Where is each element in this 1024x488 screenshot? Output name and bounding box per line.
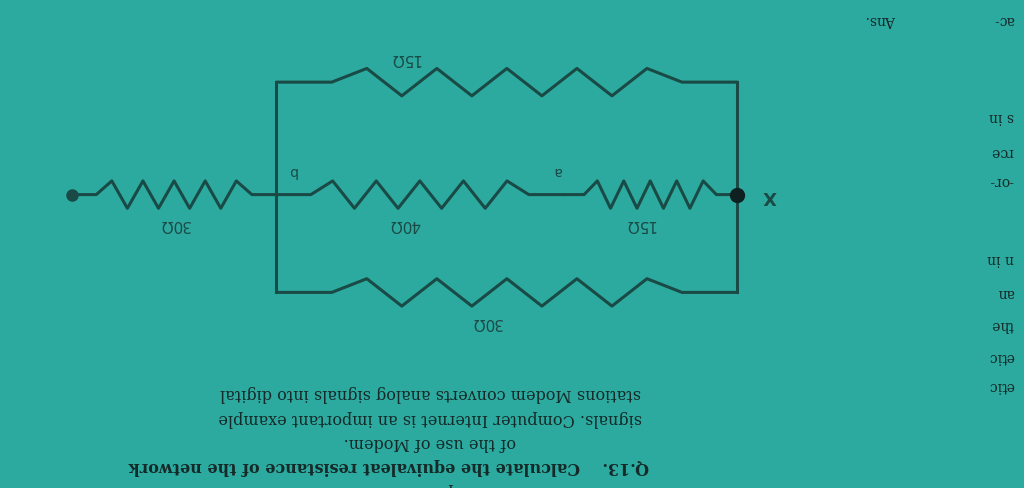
Text: ac-: ac- xyxy=(992,13,1014,26)
Text: s in: s in xyxy=(989,110,1014,124)
Text: b: b xyxy=(288,164,296,178)
Text: a: a xyxy=(554,164,562,178)
Text: of the use of Modem.: of the use of Modem. xyxy=(344,433,516,450)
Text: signals. Computer Internet is an important example: signals. Computer Internet is an importa… xyxy=(218,409,642,426)
Text: etic: etic xyxy=(987,379,1014,392)
Text: an: an xyxy=(996,286,1014,300)
Text: 30Ω: 30Ω xyxy=(159,217,189,232)
Text: X: X xyxy=(763,186,777,204)
Text: stations Modem converts analog signals into digital: stations Modem converts analog signals i… xyxy=(219,385,641,401)
Text: etic: etic xyxy=(987,349,1014,363)
Text: 15Ω: 15Ω xyxy=(389,51,420,66)
Text: 40Ω: 40Ω xyxy=(389,217,420,232)
Text: -or-: -or- xyxy=(989,174,1014,187)
Text: between points X and Y.: between points X and Y. xyxy=(333,482,527,488)
Text: the: the xyxy=(991,318,1014,331)
Text: Ans.: Ans. xyxy=(865,13,896,26)
Text: n in: n in xyxy=(987,252,1014,265)
Text: 15Ω: 15Ω xyxy=(625,217,655,232)
Text: 30Ω: 30Ω xyxy=(471,315,502,329)
Text: rce: rce xyxy=(991,144,1014,158)
Text: Q.13.    Calculate the equivaleat resistance of the network: Q.13. Calculate the equivaleat resistanc… xyxy=(129,458,649,474)
